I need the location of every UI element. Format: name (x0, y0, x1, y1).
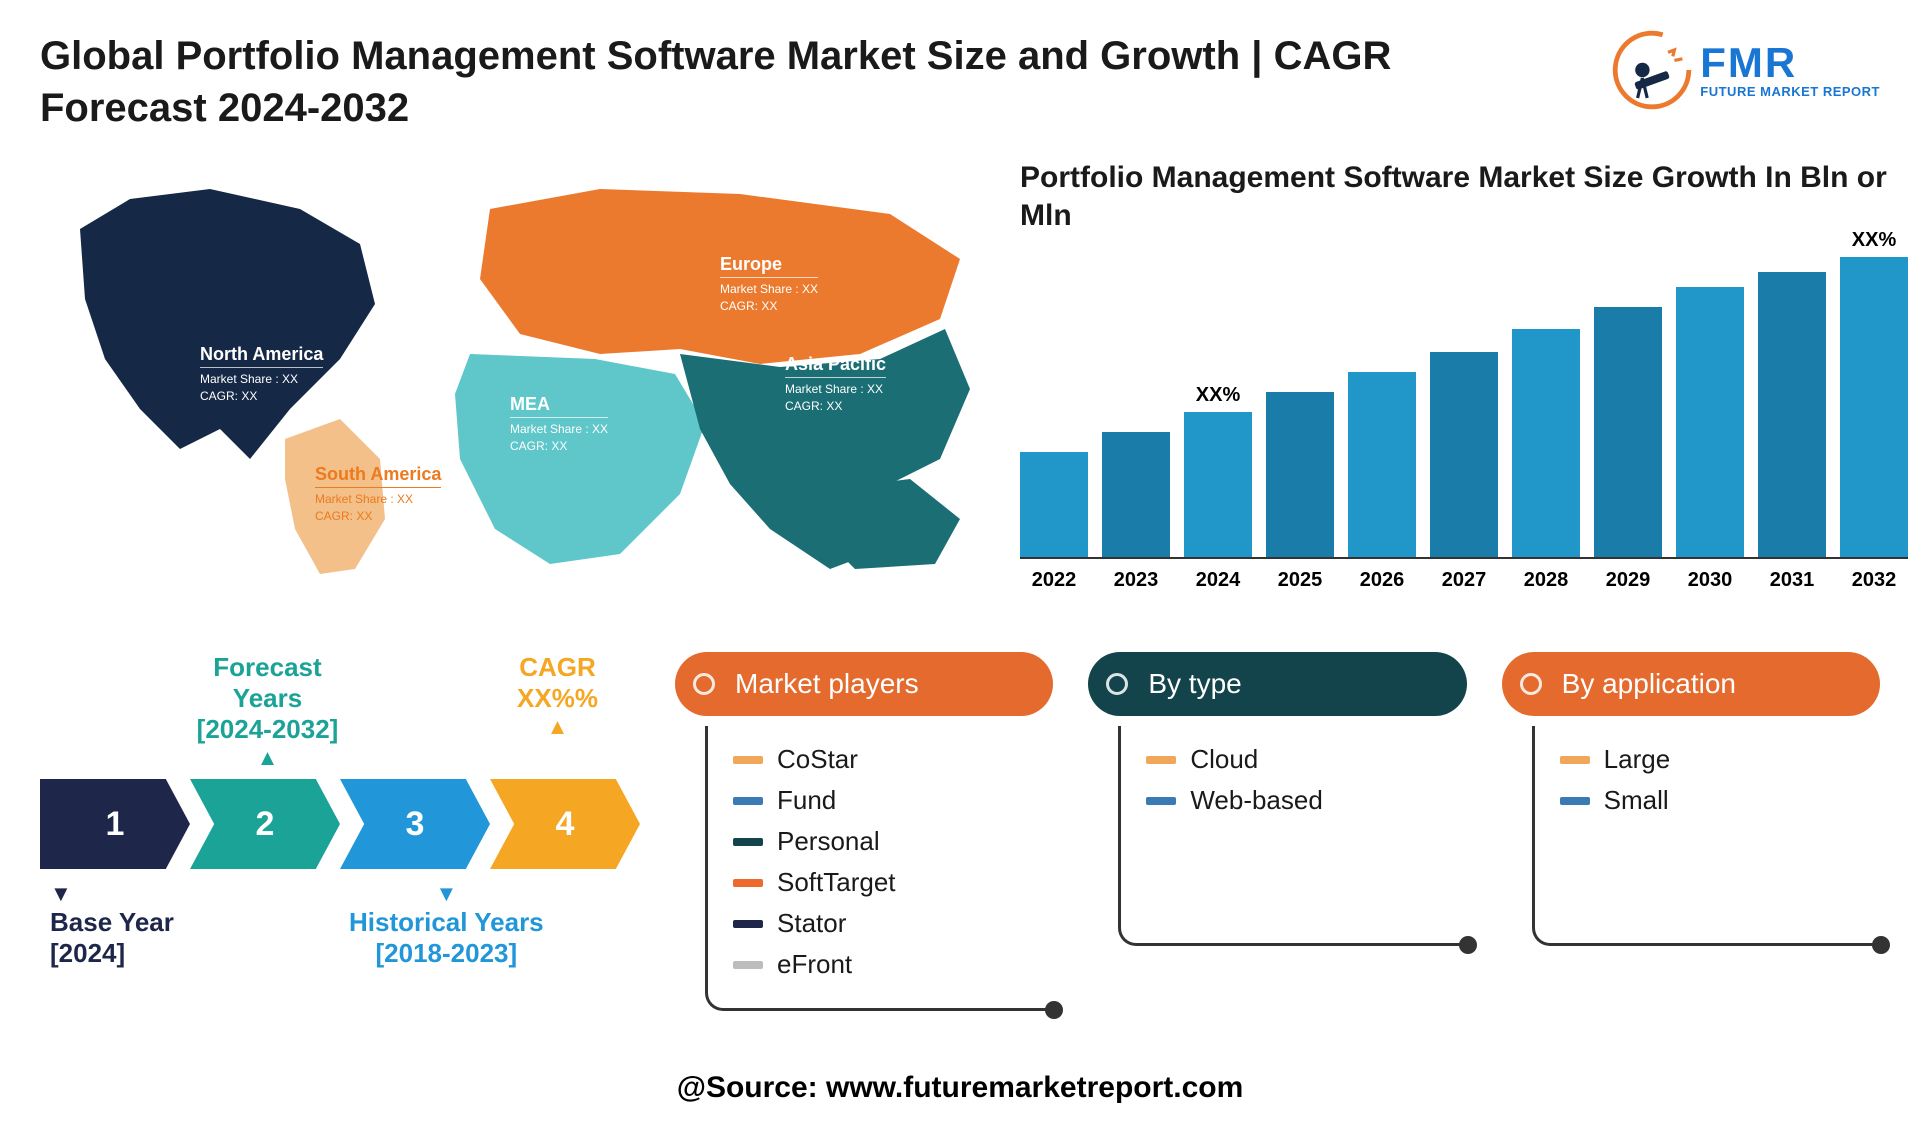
x-label: 2028 (1512, 569, 1580, 592)
by-application-list: Large Small (1532, 726, 1880, 946)
bar-annotation: XX% (1196, 384, 1240, 407)
list-item: SoftTarget (733, 867, 1053, 898)
historical-years-label: ▼ Historical Years [2018-2023] (340, 881, 553, 969)
list-item-label: eFront (777, 949, 852, 980)
label-ap: Asia Pacific Market Share : XX CAGR: XX (785, 354, 886, 415)
by-type-list: Cloud Web-based (1118, 726, 1466, 946)
label-eu: Europe Market Share : XX CAGR: XX (720, 254, 818, 315)
list-item-label: Cloud (1190, 744, 1258, 775)
list-item: Cloud (1146, 744, 1466, 775)
marker-icon (1560, 797, 1590, 805)
list-item: CoStar (733, 744, 1053, 775)
timeline-step-4: 4 (490, 779, 640, 869)
fmr-logo: FMR FUTURE MARKET REPORT (1612, 30, 1880, 110)
timeline-step-2: 2 (190, 779, 340, 869)
logo-text-main: FMR (1700, 42, 1797, 84)
region-na (80, 189, 375, 459)
timeline-step-1: 1 (40, 779, 190, 869)
market-players-pill: Market players (675, 652, 1053, 716)
list-item: Fund (733, 785, 1053, 816)
label-mea: MEA Market Share : XX CAGR: XX (510, 394, 608, 455)
bar-2025 (1266, 392, 1334, 557)
base-year-label: ▼ Base Year [2024] (50, 881, 224, 969)
telescope-icon (1612, 30, 1692, 110)
world-map-regions: North America Market Share : XX CAGR: XX… (40, 159, 990, 579)
bar-annotation: XX% (1852, 229, 1896, 252)
by-application-pill: By application (1502, 652, 1880, 716)
bar-2028 (1512, 329, 1580, 557)
cagr-label: CAGR XX%% ▲ (485, 652, 630, 771)
logo-text-sub: FUTURE MARKET REPORT (1700, 84, 1880, 99)
list-item: Personal (733, 826, 1053, 857)
timeline-widget: Forecast Years [2024-2032] ▲ CAGR XX%% ▲… (40, 652, 640, 969)
list-item: Stator (733, 908, 1053, 939)
chart-title: Portfolio Management Software Market Siz… (1020, 159, 1908, 234)
x-label: 2027 (1430, 569, 1498, 592)
list-item: Small (1560, 785, 1880, 816)
timeline-step-3: 3 (340, 779, 490, 869)
header: Global Portfolio Management Software Mar… (40, 30, 1880, 134)
list-item-label: Small (1604, 785, 1669, 816)
forecast-years-label: Forecast Years [2024-2032] ▲ (195, 652, 340, 771)
marker-icon (1146, 756, 1176, 764)
list-item-label: Fund (777, 785, 836, 816)
marker-icon (1146, 797, 1176, 805)
list-item-label: Stator (777, 908, 846, 939)
list-item-label: SoftTarget (777, 867, 896, 898)
list-item-label: CoStar (777, 744, 858, 775)
marker-icon (733, 879, 763, 887)
marker-icon (733, 838, 763, 846)
x-label: 2022 (1020, 569, 1088, 592)
bar-2031 (1758, 272, 1826, 557)
label-sa: South America Market Share : XX CAGR: XX (315, 464, 441, 525)
x-label: 2024 (1184, 569, 1252, 592)
list-item-label: Personal (777, 826, 880, 857)
bar-2024: XX% (1184, 412, 1252, 557)
page-title: Global Portfolio Management Software Mar… (40, 30, 1540, 134)
source-attribution: @Source: www.futuremarketreport.com (40, 1071, 1880, 1105)
list-item: eFront (733, 949, 1053, 980)
label-na: North America Market Share : XX CAGR: XX (200, 344, 323, 405)
x-label: 2025 (1266, 569, 1334, 592)
marker-icon (733, 961, 763, 969)
by-type-section: By type Cloud Web-based (1088, 652, 1466, 946)
growth-bar-chart: Portfolio Management Software Market Siz… (1020, 159, 1908, 592)
marker-icon (733, 920, 763, 928)
x-label: 2031 (1758, 569, 1826, 592)
market-players-section: Market players CoStar Fund Personal SoftTar… (675, 652, 1053, 1011)
list-item-label: Large (1604, 744, 1671, 775)
x-label: 2026 (1348, 569, 1416, 592)
list-item: Web-based (1146, 785, 1466, 816)
chart-x-axis: 2022 2023 2024 2025 2026 2027 2028 2029 2030 2031… (1020, 569, 1908, 592)
x-label: 2030 (1676, 569, 1744, 592)
by-type-pill: By type (1088, 652, 1466, 716)
marker-icon (733, 756, 763, 764)
marker-icon (733, 797, 763, 805)
bar-2032: XX% (1840, 257, 1908, 557)
market-players-list: CoStar Fund Personal SoftTarget Stator eFront (705, 726, 1053, 1011)
bar-2022 (1020, 452, 1088, 557)
x-label: 2032 (1840, 569, 1908, 592)
chevron-steps: 1234 (40, 779, 640, 869)
bar-2030 (1676, 287, 1744, 557)
region-mea (455, 354, 705, 564)
bar-2026 (1348, 372, 1416, 557)
bar-2029 (1594, 307, 1662, 557)
by-application-section: By application Large Small (1502, 652, 1880, 946)
bar-2023 (1102, 432, 1170, 557)
chart-bars: XX% XX% (1020, 249, 1908, 559)
x-label: 2029 (1594, 569, 1662, 592)
list-item: Large (1560, 744, 1880, 775)
marker-icon (1560, 756, 1590, 764)
bar-2027 (1430, 352, 1498, 557)
x-label: 2023 (1102, 569, 1170, 592)
list-item-label: Web-based (1190, 785, 1323, 816)
